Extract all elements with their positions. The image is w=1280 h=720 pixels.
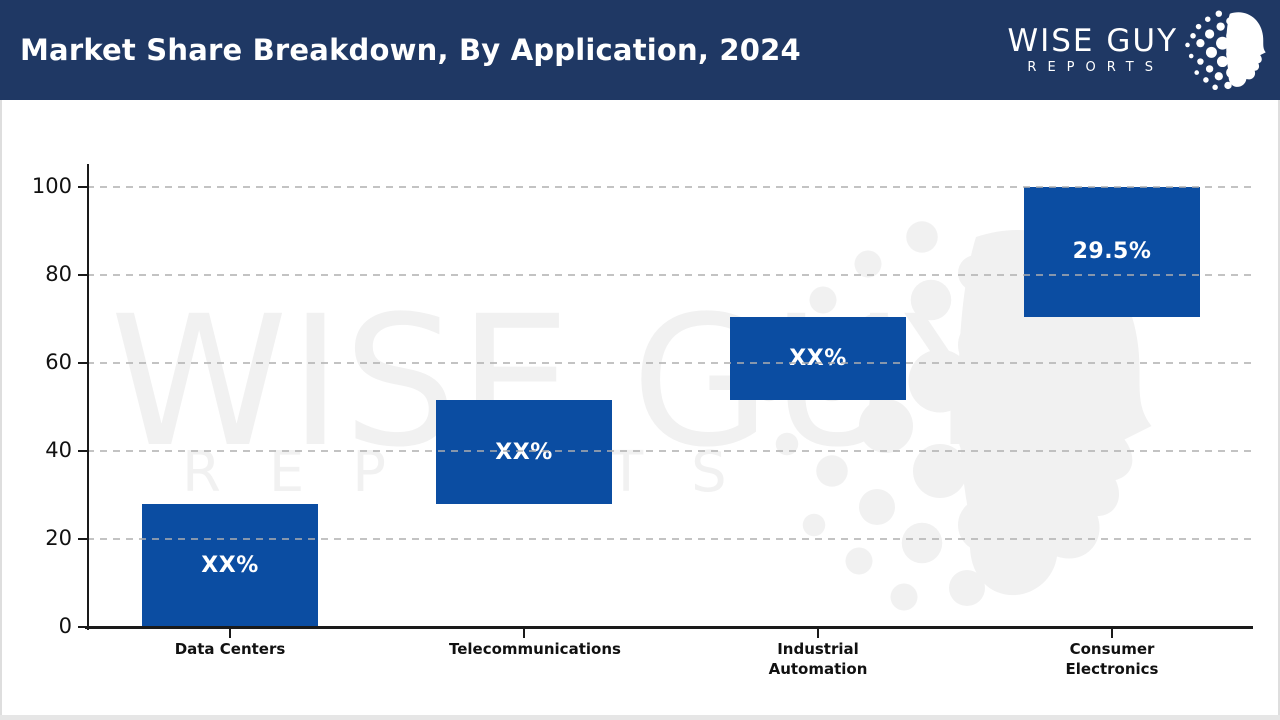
bar-segment-3: XX% [730,316,906,401]
ytick-60 [78,362,87,364]
ytick-label-100: 100 [31,174,72,198]
category-label-1: Data Centers [174,640,286,658]
xtick-3 [817,628,819,638]
ytick-100 [78,186,87,188]
wiseguy-logo: WISE GUY REPORTS [1007,8,1274,93]
page-border-left [0,100,2,720]
bar-value-label-2: XX% [495,439,553,465]
gridline-80 [87,274,1253,276]
page-border-right [1278,100,1280,720]
chart-title: Market Share Breakdown, By Application, … [20,33,801,67]
logo-subtext: REPORTS [1027,59,1165,75]
gridline-20 [87,538,1253,540]
logo-face-icon [1185,9,1266,90]
bar-segment-4: 29.5% [1024,187,1200,317]
x-axis-spine [85,626,1253,629]
bar-value-label-4: 29.5% [1072,239,1152,265]
ytick-label-60: 60 [45,350,72,374]
logo-text: WISE GUY REPORTS [1007,25,1178,75]
page-border-bottom [0,715,1280,720]
y-axis-spine [87,164,89,630]
header-band: Market Share Breakdown, By Application, … [0,0,1280,100]
gridline-100 [87,186,1253,188]
xtick-4 [1111,628,1113,638]
bar-segment-2: XX% [436,400,612,504]
category-label-4: Consumer Electronics [1065,640,1159,679]
ytick-40 [78,450,87,452]
ytick-20 [78,538,87,540]
bar-value-label-3: XX% [789,346,847,372]
xtick-2 [523,628,525,638]
ytick-label-20: 20 [45,526,72,550]
logo-wordmark: WISE GUY [1007,23,1178,60]
ytick-label-0: 0 [58,614,72,638]
category-label-2: Telecommunications [449,640,621,658]
ytick-label-40: 40 [45,438,72,462]
gridline-40 [87,450,1253,452]
logo-dots [1185,9,1241,90]
category-label-3: Industrial Automation [768,640,868,679]
ytick-80 [78,274,87,276]
xtick-1 [229,628,231,638]
bar-segment-1: XX% [142,503,318,627]
bar-value-label-1: XX% [201,552,259,578]
gridline-60 [87,362,1253,364]
ytick-0 [78,626,87,628]
ytick-label-80: 80 [45,262,72,286]
